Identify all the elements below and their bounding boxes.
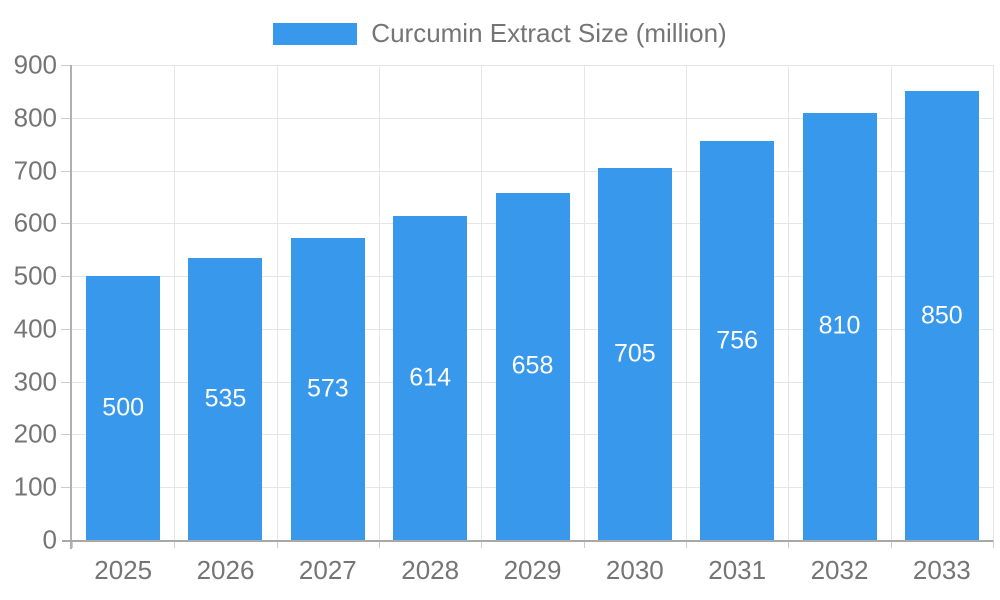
bar[interactable]: 658 — [495, 192, 570, 540]
x-axis-tick — [890, 540, 892, 548]
bar[interactable]: 614 — [393, 215, 468, 540]
bar-value-label: 756 — [716, 326, 759, 354]
bar[interactable]: 756 — [700, 141, 775, 540]
legend-label: Curcumin Extract Size (million) — [371, 18, 727, 48]
x-tick-label: 2026 — [196, 555, 255, 585]
bar-value-label: 705 — [613, 339, 656, 368]
gridline-vertical — [276, 65, 278, 540]
y-tick-label: 700 — [13, 155, 57, 186]
x-axis-tick — [685, 540, 687, 548]
gridline-vertical — [583, 65, 585, 540]
x-axis-tick — [788, 540, 790, 548]
gridline-vertical — [890, 65, 892, 540]
y-tick-label: 400 — [13, 313, 57, 344]
x-tick-label: 2031 — [708, 555, 767, 585]
y-tick-label: 0 — [42, 524, 57, 555]
x-axis-tick — [481, 540, 483, 548]
gridline-vertical — [174, 65, 176, 540]
gridline-vertical — [993, 65, 994, 540]
x-tick-label: 2030 — [605, 555, 664, 585]
x-axis-line — [62, 540, 993, 542]
x-axis-tick — [993, 540, 994, 548]
x-axis-tick — [276, 540, 278, 548]
chart-legend[interactable]: Curcumin Extract Size (million) — [0, 18, 1000, 49]
y-tick-label: 600 — [13, 207, 57, 238]
y-axis-tick — [61, 381, 70, 383]
y-tick-label: 300 — [13, 366, 57, 397]
bar[interactable]: 705 — [597, 167, 672, 540]
bar-value-label: 810 — [818, 311, 861, 340]
y-tick-label: 200 — [13, 418, 57, 449]
x-axis-tick — [583, 540, 585, 548]
gridline-vertical — [481, 65, 483, 540]
x-axis-tick — [72, 540, 73, 548]
bar[interactable]: 810 — [802, 112, 877, 540]
bar-value-label: 573 — [306, 374, 349, 403]
x-tick-label: 2025 — [94, 555, 153, 585]
y-tick-label: 500 — [13, 260, 57, 291]
y-axis-tick — [61, 328, 70, 330]
y-tick-label: 900 — [13, 49, 57, 80]
x-axis-tick — [378, 540, 380, 548]
y-axis-line — [70, 65, 72, 549]
y-axis-tick — [61, 117, 70, 119]
x-tick-label: 2033 — [912, 555, 971, 585]
gridline-horizontal — [72, 65, 993, 66]
y-axis-tick — [61, 434, 70, 436]
y-tick-label: 100 — [13, 471, 57, 502]
x-tick-label: 2032 — [810, 555, 869, 585]
x-tick-label: 2028 — [401, 555, 460, 585]
bar-value-label: 850 — [920, 301, 963, 330]
x-tick-label: 2029 — [503, 555, 562, 585]
bar-value-label: 658 — [511, 351, 554, 380]
y-axis-tick — [61, 487, 70, 489]
y-tick-label: 800 — [13, 102, 57, 133]
plot-area: 0 100 200 300 400 500 600 700 800 900 500 2025 535 20… — [14, 50, 994, 585]
bar[interactable]: 535 — [188, 257, 263, 540]
gridline-horizontal — [72, 117, 993, 119]
bar[interactable]: 500 — [86, 276, 161, 540]
gridline-vertical — [685, 65, 687, 540]
y-axis-tick — [61, 223, 70, 225]
x-tick-label: 2027 — [298, 555, 357, 585]
gridline-vertical — [788, 65, 790, 540]
gridline-vertical — [378, 65, 380, 540]
y-axis-tick — [61, 65, 70, 66]
bar[interactable]: 850 — [904, 91, 979, 540]
bar-value-label: 500 — [102, 393, 145, 422]
y-axis-tick — [61, 276, 70, 278]
bar-value-label: 535 — [204, 384, 247, 413]
bar-value-label: 614 — [409, 363, 452, 392]
x-axis-tick — [174, 540, 176, 548]
legend-swatch-icon — [273, 22, 358, 45]
bar[interactable]: 573 — [290, 237, 365, 540]
y-axis-tick — [61, 170, 70, 172]
gridline-horizontal — [72, 170, 993, 172]
